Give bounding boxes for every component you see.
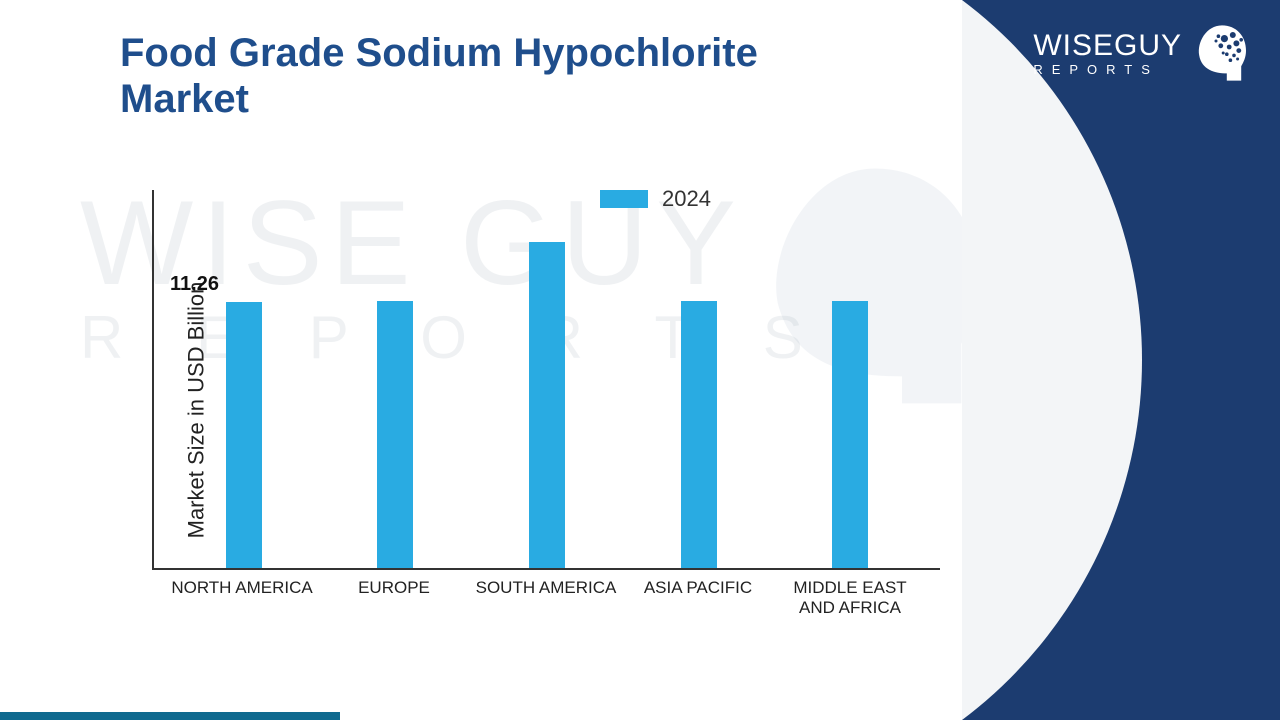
logo-head-icon [1192,22,1252,84]
bar-slot: 11.26 [168,190,320,568]
bar [226,302,262,568]
bar-slot [774,190,926,568]
bar-value-label: 11.26 [170,273,219,296]
bottom-accent-bar [0,712,340,720]
page: WISE GUY R E P O R T S WISEGUY REPORTS [0,0,1280,720]
bar-chart: Market Size in USD Billion 11.26 NORTH A… [60,140,940,680]
decorative-circle [962,0,1142,720]
bar [832,301,868,568]
logo-text-bottom: REPORTS [1033,63,1182,76]
x-axis-label: EUROPE [318,578,470,680]
bar [529,242,565,568]
x-axis-label: MIDDLE EAST AND AFRICA [774,578,926,680]
chart-title: Food Grade Sodium Hypochlorite Market [120,30,840,122]
bar [377,301,413,568]
bars-container: 11.26 [154,190,940,568]
logo-text-top: WISEGUY [1033,31,1182,61]
x-labels: NORTH AMERICAEUROPESOUTH AMERICAASIA PAC… [152,572,940,680]
bar-slot [471,190,623,568]
bar [681,301,717,568]
plot-area: 11.26 [152,190,940,570]
right-panel: WISEGUY REPORTS [962,0,1280,720]
x-axis-label: SOUTH AMERICA [470,578,622,680]
x-axis-label: ASIA PACIFIC [622,578,774,680]
bar-slot [320,190,472,568]
x-axis-label: NORTH AMERICA [166,578,318,680]
bar-slot [623,190,775,568]
brand-logo: WISEGUY REPORTS [1033,22,1252,84]
